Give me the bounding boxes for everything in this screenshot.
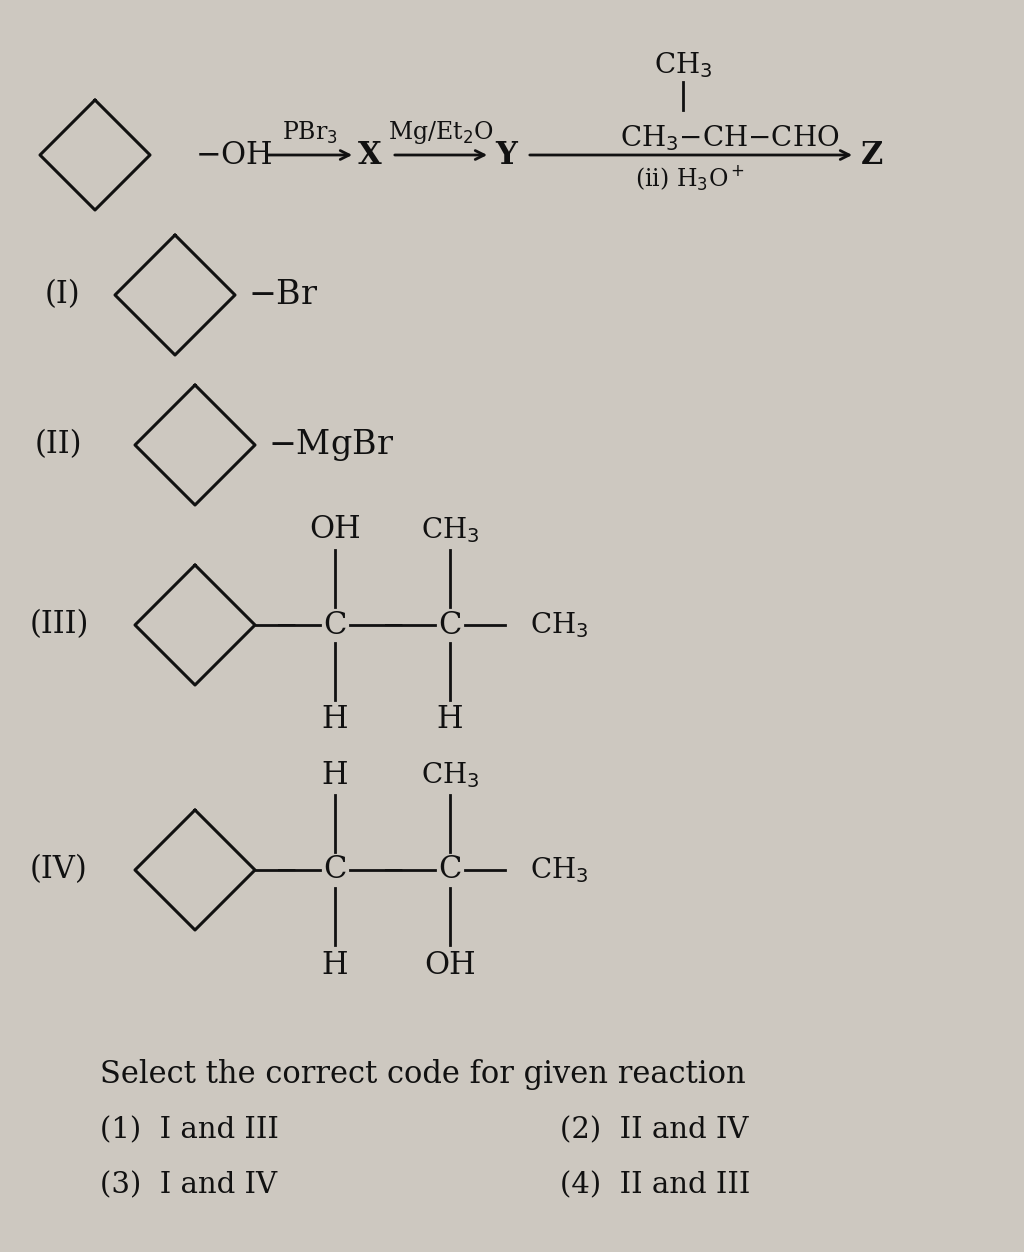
Text: PBr$_3$: PBr$_3$ (282, 120, 338, 146)
Text: $-$OH: $-$OH (195, 139, 272, 170)
Text: (II): (II) (35, 429, 83, 461)
Text: Z: Z (861, 139, 883, 170)
Text: (3)  I and IV: (3) I and IV (100, 1171, 278, 1199)
Text: $-$: $-$ (273, 611, 296, 639)
Text: (ii) H$_3$O$^+$: (ii) H$_3$O$^+$ (635, 164, 745, 193)
Text: (III): (III) (30, 610, 89, 641)
Text: H: H (437, 705, 463, 735)
Text: CH$_3$: CH$_3$ (530, 855, 589, 885)
Text: CH$_3$: CH$_3$ (421, 515, 479, 545)
Text: Mg/Et$_2$O: Mg/Et$_2$O (388, 119, 494, 146)
Text: C: C (438, 610, 462, 641)
Text: (1)  I and III: (1) I and III (100, 1116, 279, 1144)
Text: (4)  II and III: (4) II and III (560, 1171, 751, 1199)
Text: H: H (322, 705, 348, 735)
Text: (I): (I) (45, 279, 81, 310)
Text: $-$: $-$ (273, 856, 296, 884)
Text: CH$_3$$-$CH$-$CHO: CH$_3$$-$CH$-$CHO (620, 123, 840, 153)
Text: $-$: $-$ (381, 611, 403, 639)
Text: $-$: $-$ (381, 856, 403, 884)
Text: C: C (324, 610, 347, 641)
Text: C: C (438, 855, 462, 885)
Text: C: C (324, 855, 347, 885)
Text: $-$MgBr: $-$MgBr (268, 427, 394, 463)
Text: H: H (322, 760, 348, 790)
Text: Select the correct code for given reaction: Select the correct code for given reacti… (100, 1059, 745, 1090)
Text: $-$Br: $-$Br (248, 279, 318, 310)
Text: X: X (358, 139, 382, 170)
Text: OH: OH (309, 515, 360, 546)
Text: CH$_3$: CH$_3$ (421, 760, 479, 790)
Text: H: H (322, 949, 348, 980)
Text: CH$_3$: CH$_3$ (653, 50, 713, 80)
Text: (IV): (IV) (30, 855, 88, 885)
Text: (2)  II and IV: (2) II and IV (560, 1116, 749, 1144)
Text: OH: OH (424, 949, 476, 980)
Text: Y: Y (495, 139, 517, 170)
Text: CH$_3$: CH$_3$ (530, 610, 589, 640)
